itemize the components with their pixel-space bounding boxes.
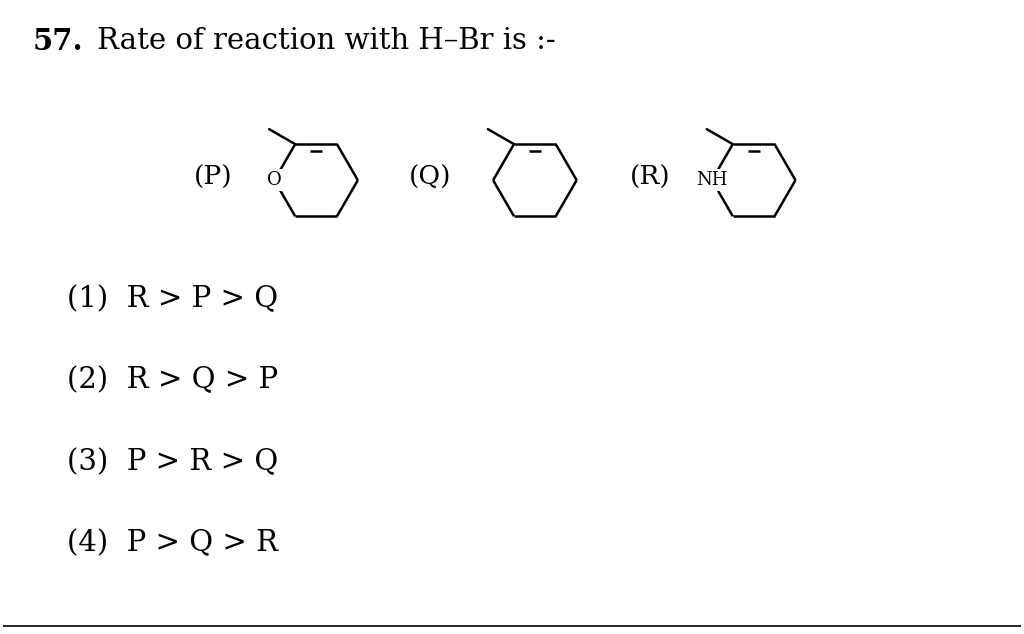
Text: (2)  R > Q > P: (2) R > Q > P [68, 366, 279, 394]
Text: (1)  R > P > Q: (1) R > P > Q [68, 285, 279, 313]
Text: (P): (P) [194, 165, 232, 190]
Text: NH: NH [696, 171, 728, 189]
Text: (4)  P > Q > R: (4) P > Q > R [68, 529, 279, 557]
Text: 57.: 57. [33, 27, 83, 56]
Text: (R): (R) [630, 165, 670, 190]
Text: (Q): (Q) [409, 165, 452, 190]
Text: Rate of reaction with H–Br is :-: Rate of reaction with H–Br is :- [97, 27, 556, 55]
Text: O: O [267, 171, 282, 189]
Text: (3)  P > R > Q: (3) P > R > Q [68, 448, 279, 476]
